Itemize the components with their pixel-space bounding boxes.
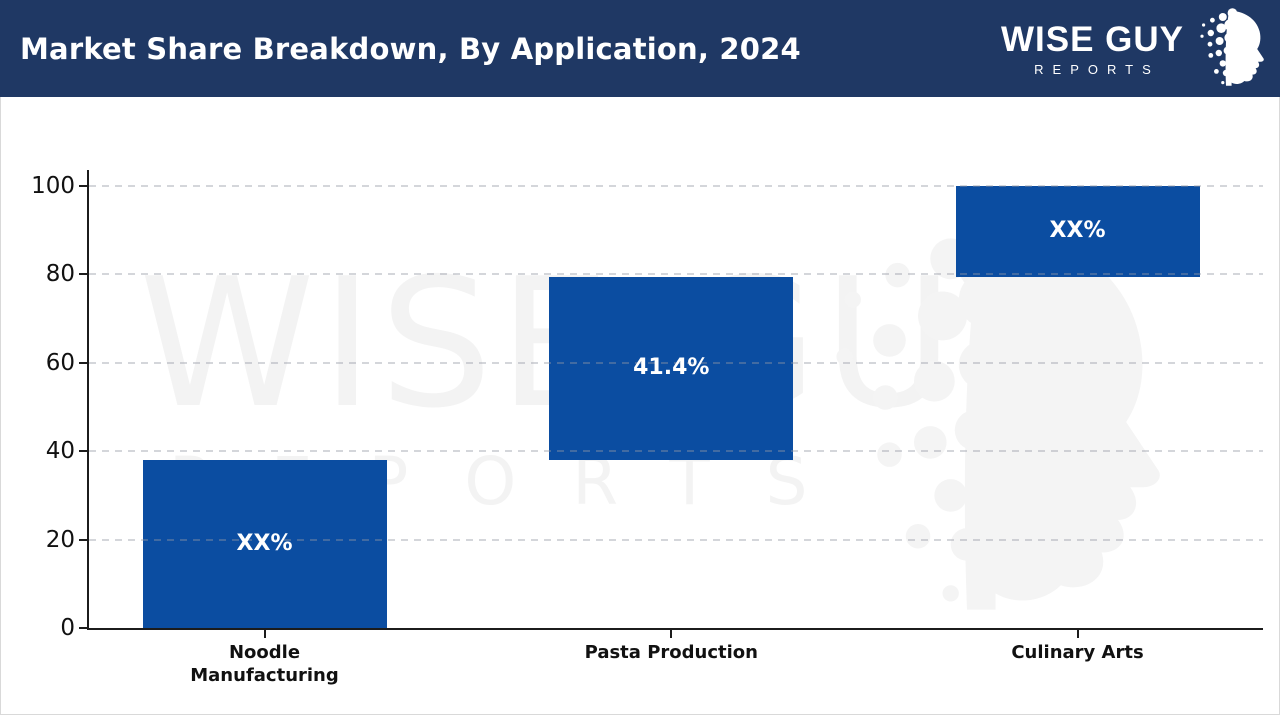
y-tick-label: 40: [45, 438, 75, 464]
y-tick-mark: [79, 273, 87, 275]
chart-card: WISE GUY REPORTS 0 20 40 60 80 100 XX% Noodle M…: [0, 97, 1280, 715]
y-tick-label: 20: [45, 526, 75, 553]
y-tick-mark: [79, 538, 87, 541]
x-axis-line: [87, 628, 1263, 630]
x-tick-mark: [1076, 630, 1079, 638]
bar: [549, 276, 794, 460]
plot-area: 0 20 40 60 80 100 XX% Noodle Manufacturing 41.4%…: [1, 97, 1279, 714]
category-label: Pasta Production: [584, 642, 758, 663]
bar-value-label: 41.4%: [633, 355, 710, 381]
logo-reports-label: REPORTS: [1034, 61, 1160, 77]
y-tick-mark: [79, 627, 87, 629]
bar: [955, 185, 1200, 277]
category-label: Culinary Arts: [1011, 642, 1144, 663]
y-tick-label: 100: [31, 172, 75, 199]
y-tick-mark: [79, 450, 87, 452]
category-label: Noodle Manufacturing: [190, 642, 339, 686]
y-tick-label: 60: [45, 349, 75, 376]
x-tick-mark: [263, 630, 266, 638]
gridline: [89, 273, 1263, 275]
page-title: Market Share Breakdown, By Application, …: [20, 31, 801, 66]
y-tick-label: 80: [45, 261, 75, 287]
logo-text: WISE GUY REPORTS: [1001, 22, 1184, 76]
wise-guy-logo: WISE GUY REPORTS: [1001, 7, 1266, 91]
gridline: [89, 361, 1263, 364]
header-bar: Market Share Breakdown, By Application, …: [0, 0, 1280, 97]
y-axis-line: [87, 170, 89, 630]
bar: [142, 459, 387, 628]
x-tick-mark: [670, 630, 673, 638]
bar-value-label: XX%: [1049, 218, 1106, 244]
logo-wiseguy-label: WISE GUY: [1000, 19, 1184, 59]
y-tick-mark: [79, 361, 87, 364]
gridline: [89, 538, 1263, 541]
y-tick-mark: [79, 184, 87, 187]
bar-value-label: XX%: [236, 530, 293, 556]
gridline: [89, 184, 1263, 187]
face-profile-dots-icon: [1200, 7, 1264, 86]
gridline: [89, 450, 1263, 452]
y-tick-label: 0: [60, 615, 75, 641]
